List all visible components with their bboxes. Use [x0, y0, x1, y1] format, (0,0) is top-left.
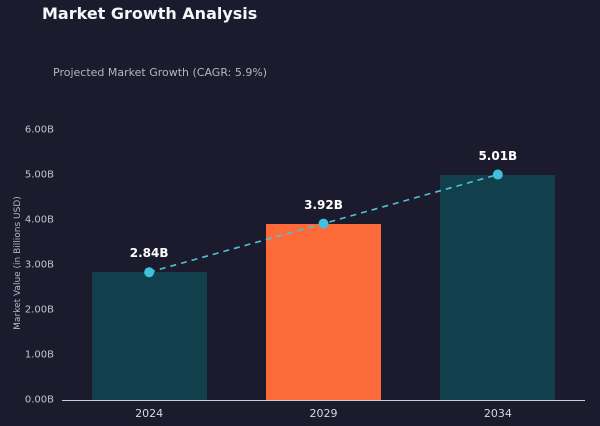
data-label: 2.84B — [129, 246, 169, 261]
y-tick: 4.00B — [24, 214, 54, 226]
data-label: 3.92B — [304, 197, 343, 212]
chart-subtitle: Projected Market Growth (CAGR: 5.9%) — [53, 66, 268, 79]
y-tick: 2.00B — [24, 304, 54, 316]
y-tick: 1.00B — [24, 349, 54, 361]
data-label: 5.01B — [478, 148, 518, 163]
y-tick: 0.00B — [24, 394, 54, 406]
y-tick: 3.00B — [24, 259, 54, 271]
y-tick: 5.00B — [24, 169, 54, 181]
plot-area: 0.00B 1.00B 2.00B 3.00B 4.00B 5.00B 6.00B 2024… — [25, 125, 585, 420]
bar-2034 — [440, 174, 556, 400]
y-axis-label: Market Value (in Billions USD) — [13, 196, 23, 330]
bar-2029 — [266, 223, 381, 400]
chart-title: Market Growth Analysis — [42, 4, 258, 23]
x-tick: 2034 — [483, 407, 512, 420]
x-tick: 2029 — [309, 407, 338, 420]
y-tick: 6.00B — [24, 124, 54, 136]
bar-2024 — [91, 272, 207, 400]
x-tick: 2024 — [135, 407, 164, 420]
